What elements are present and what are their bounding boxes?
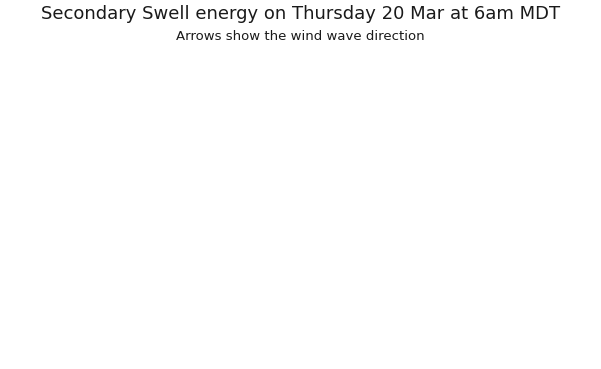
Text: Secondary Swell energy on Thursday 20 Mar at 6am MDT: Secondary Swell energy on Thursday 20 Ma…	[41, 5, 560, 23]
Text: Map requires cartopy: Map requires cartopy	[197, 199, 404, 217]
Text: Arrows show the wind wave direction: Arrows show the wind wave direction	[176, 30, 425, 43]
